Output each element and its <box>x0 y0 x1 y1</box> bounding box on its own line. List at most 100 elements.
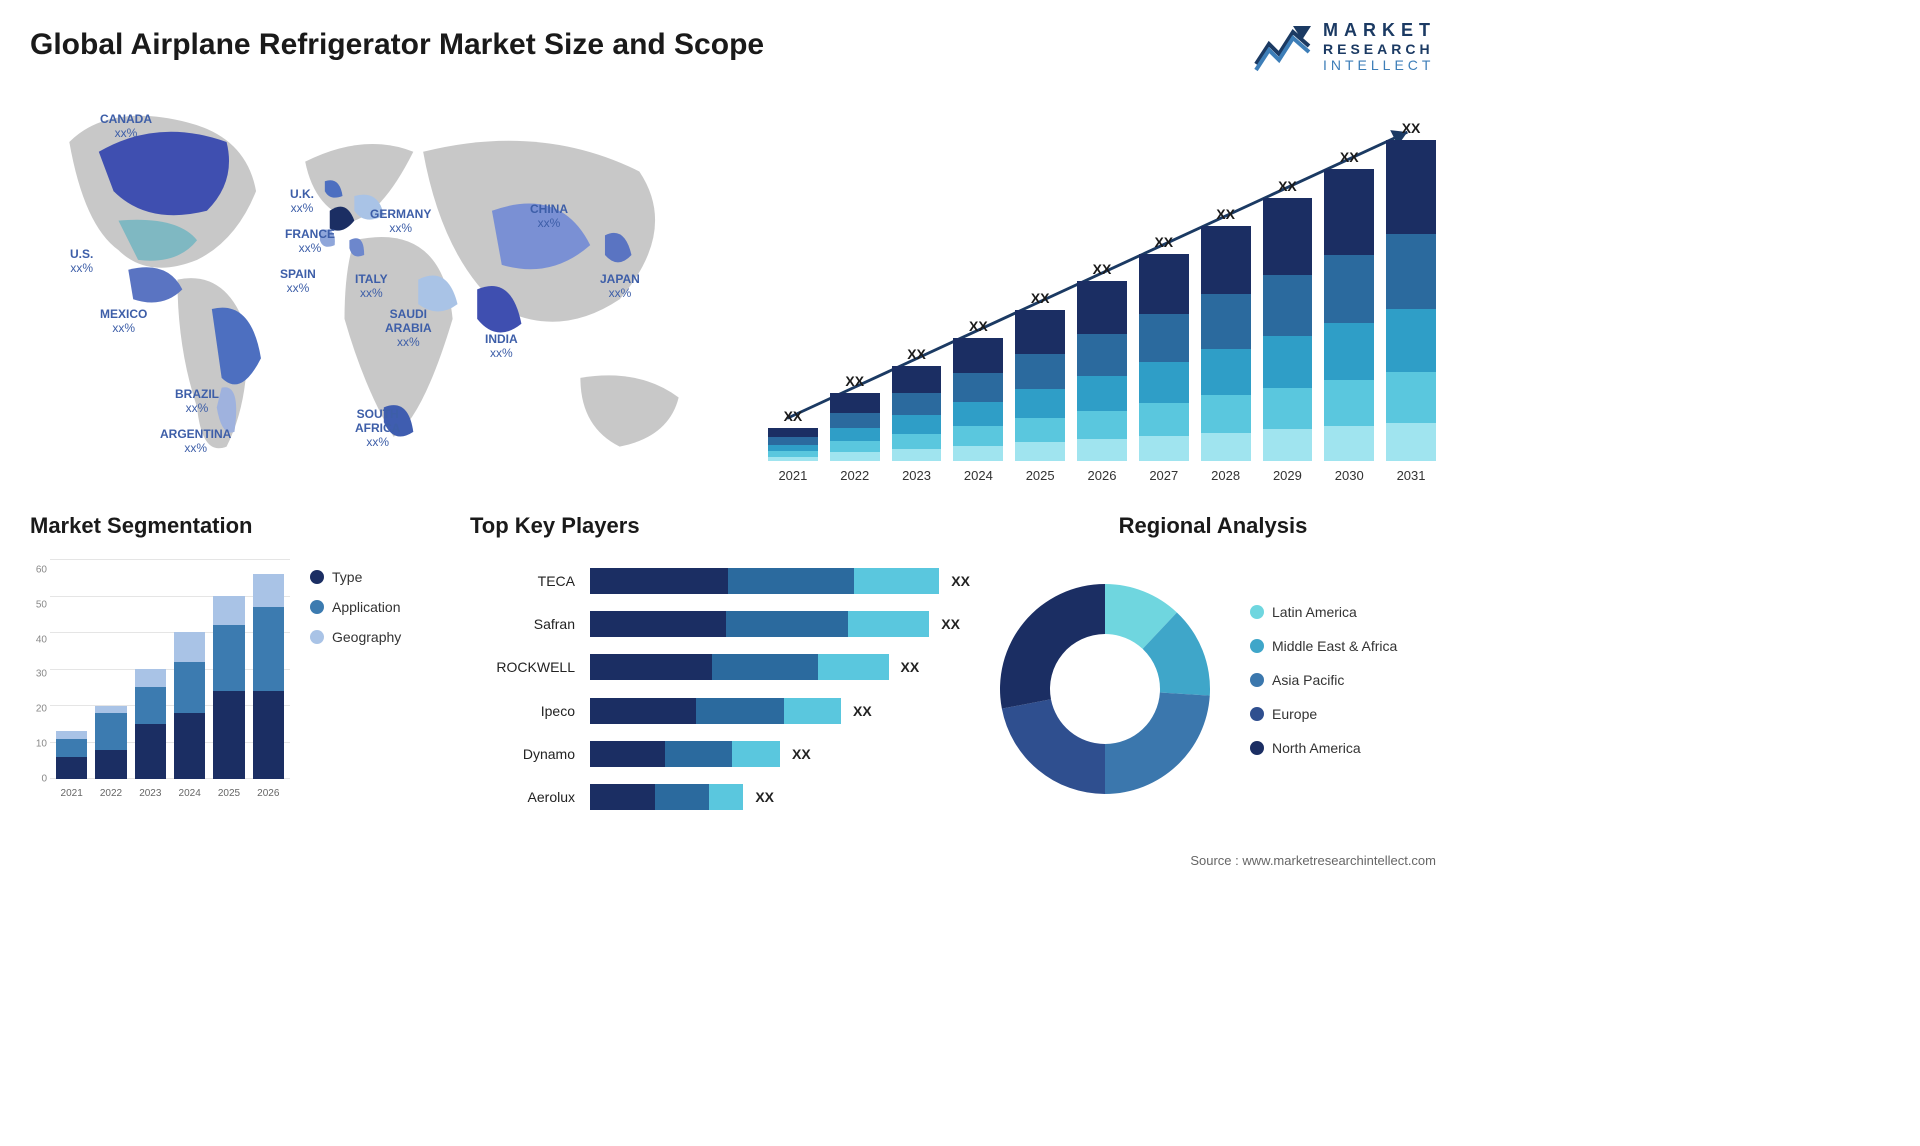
seg-y-tick: 10 <box>30 739 50 750</box>
world-map-panel: CANADAxx%U.S.xx%MEXICOxx%BRAZILxx%ARGENT… <box>30 83 718 483</box>
forecast-bar-segment <box>953 338 1003 373</box>
forecast-bar-segment <box>953 373 1003 402</box>
seg-bar <box>174 632 205 779</box>
seg-y-tick: 50 <box>30 599 50 610</box>
key-player-value: XX <box>951 573 970 589</box>
key-player-bar-segment <box>732 741 780 767</box>
forecast-bar: XX <box>1077 281 1127 461</box>
forecast-bar: XX <box>1139 254 1189 461</box>
legend-item: Middle East & Africa <box>1250 638 1397 654</box>
seg-bar-segment <box>253 574 284 607</box>
legend-item: North America <box>1250 740 1397 756</box>
forecast-bar-segment <box>1324 255 1374 323</box>
country-label: INDIAxx% <box>485 333 518 361</box>
forecast-x-label: 2026 <box>1077 468 1127 483</box>
forecast-bar-segment <box>1324 169 1374 255</box>
forecast-bar-segment <box>830 428 880 441</box>
key-player-name: Aerolux <box>470 784 590 810</box>
legend-label: North America <box>1272 740 1361 756</box>
seg-bar-segment <box>135 687 166 724</box>
forecast-bar: XX <box>1201 226 1251 461</box>
bottom-row: 0102030405060 202120222023202420252026 T… <box>30 559 1436 819</box>
forecast-x-label: 2021 <box>768 468 818 483</box>
forecast-bar-value: XX <box>1077 261 1127 277</box>
key-player-name: Safran <box>470 611 590 637</box>
legend-label: Geography <box>332 629 401 645</box>
country-label: MEXICOxx% <box>100 308 147 336</box>
logo-line2: RESEARCH <box>1323 41 1436 57</box>
donut-slice <box>1002 699 1105 794</box>
forecast-bar-value: XX <box>1324 149 1374 165</box>
forecast-bar-segment <box>953 446 1003 461</box>
country-label: U.K.xx% <box>290 188 314 216</box>
key-player-bar-segment <box>848 611 929 637</box>
forecast-bar-segment <box>830 441 880 452</box>
forecast-bar: XX <box>1386 140 1436 461</box>
top-row: CANADAxx%U.S.xx%MEXICOxx%BRAZILxx%ARGENT… <box>30 83 1436 483</box>
seg-bar-segment <box>95 750 126 779</box>
segmentation-legend: TypeApplicationGeography <box>310 569 401 819</box>
forecast-bar-segment <box>1324 426 1374 461</box>
forecast-bar-segment <box>892 449 942 461</box>
forecast-bar-segment <box>1015 389 1065 419</box>
forecast-bar-segment <box>1139 403 1189 436</box>
key-player-bar-segment <box>590 654 712 680</box>
key-player-bar-segment <box>712 654 818 680</box>
key-player-bar-segment <box>665 741 733 767</box>
forecast-bar-value: XX <box>1015 290 1065 306</box>
forecast-bar-segment <box>1201 294 1251 349</box>
seg-bar-segment <box>253 607 284 691</box>
seg-bar <box>213 596 244 779</box>
forecast-bar-segment <box>1201 395 1251 432</box>
forecast-bar-segment <box>1324 380 1374 426</box>
section-titles-row: Market Segmentation Top Key Players Regi… <box>30 513 1436 539</box>
forecast-bar-segment <box>1263 429 1313 461</box>
forecast-x-label: 2027 <box>1139 468 1189 483</box>
forecast-bar-segment <box>1015 310 1065 354</box>
key-player-bar: XX <box>590 568 970 594</box>
forecast-x-label: 2024 <box>953 468 1003 483</box>
forecast-x-label: 2023 <box>892 468 942 483</box>
donut-slice <box>1105 692 1210 794</box>
forecast-bar: XX <box>830 393 880 461</box>
key-player-bar-segment <box>590 784 655 810</box>
regional-legend: Latin America Middle East & Africa Asia Pa… <box>1250 604 1397 774</box>
seg-x-label: 2021 <box>56 788 87 799</box>
legend-item: Europe <box>1250 706 1397 722</box>
seg-bar-segment <box>56 757 87 779</box>
key-players-labels: TECASafranROCKWELLIpecoDynamoAerolux <box>470 559 590 819</box>
country-label: ITALYxx% <box>355 273 388 301</box>
seg-x-label: 2023 <box>135 788 166 799</box>
forecast-bar-segment <box>1386 234 1436 309</box>
forecast-bar-segment <box>1386 140 1436 234</box>
forecast-bar-segment <box>1386 309 1436 373</box>
forecast-bar-segment <box>1263 336 1313 388</box>
key-player-bar-segment <box>726 611 848 637</box>
forecast-bar-segment <box>830 393 880 413</box>
key-player-bar-segment <box>696 698 784 724</box>
seg-bar-segment <box>56 739 87 757</box>
forecast-bar-segment <box>1263 388 1313 430</box>
forecast-bar-segment <box>953 426 1003 446</box>
legend-item: Asia Pacific <box>1250 672 1397 688</box>
legend-dot-icon <box>1250 639 1264 653</box>
seg-bar-segment <box>95 713 126 750</box>
forecast-bar-value: XX <box>1139 234 1189 250</box>
legend-label: Latin America <box>1272 604 1357 620</box>
forecast-bar-segment <box>1201 226 1251 294</box>
key-player-value: XX <box>853 703 872 719</box>
forecast-x-label: 2029 <box>1263 468 1313 483</box>
legend-dot-icon <box>1250 605 1264 619</box>
forecast-bar: XX <box>768 428 818 461</box>
page: Global Airplane Refrigerator Market Size… <box>0 0 1466 876</box>
forecast-bar-segment <box>1139 314 1189 362</box>
forecast-bar-segment <box>1201 349 1251 395</box>
forecast-bar-segment <box>1139 362 1189 403</box>
key-player-value: XX <box>755 789 774 805</box>
brand-logo: MARKET RESEARCH INTELLECT <box>1253 20 1436 73</box>
key-player-bar-segment <box>709 784 743 810</box>
forecast-bar-segment <box>1077 376 1127 411</box>
key-player-bar: XX <box>590 654 970 680</box>
seg-bar-segment <box>174 662 205 713</box>
legend-label: Type <box>332 569 362 585</box>
